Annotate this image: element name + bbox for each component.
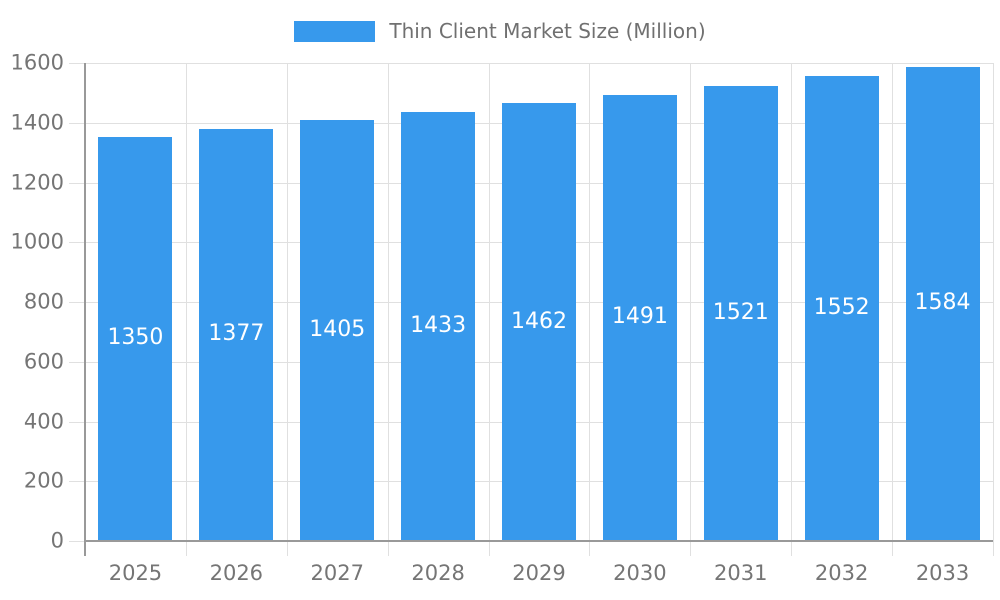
bar-2032: 1552 xyxy=(804,76,879,540)
y-tick-mark xyxy=(69,242,85,244)
bar-value-label: 1350 xyxy=(107,325,164,351)
bar-2028: 1433 xyxy=(401,111,476,540)
y-tick-mark xyxy=(69,182,85,184)
bar-2029: 1462 xyxy=(502,103,576,540)
y-tick-mark xyxy=(69,421,85,423)
bar-2030: 1491 xyxy=(602,94,677,540)
x-tick-mark xyxy=(286,541,288,556)
y-tick-label: 600 xyxy=(23,349,64,374)
x-tick-mark xyxy=(185,541,187,556)
y-tick-label: 1600 xyxy=(10,50,64,75)
plot-area: 0 200 400 600 800 1000 1200 1400 1600 1350 1377 140… xyxy=(11,52,994,584)
x-tick-mark xyxy=(589,541,591,556)
bar-2031: 1521 xyxy=(703,85,778,540)
y-tick-label: 1400 xyxy=(10,110,64,135)
bar-value-label: 1433 xyxy=(410,312,467,338)
x-tick-label: 2025 xyxy=(108,561,163,585)
gridline-horizontal xyxy=(85,63,993,64)
x-tick-mark xyxy=(488,541,490,556)
legend-swatch xyxy=(294,20,376,42)
bar-2027: 1405 xyxy=(300,120,375,540)
bar-value-label: 1552 xyxy=(813,295,870,321)
gridline-vertical xyxy=(488,63,490,541)
bar-value-label: 1405 xyxy=(309,317,366,343)
x-axis-line xyxy=(84,540,993,542)
y-tick-label: 1200 xyxy=(10,170,64,194)
x-tick-label: 2033 xyxy=(915,561,970,585)
gridline-vertical xyxy=(892,63,894,541)
y-tick-mark xyxy=(69,481,85,483)
x-tick-label: 2026 xyxy=(209,561,264,585)
gridline-vertical xyxy=(185,63,187,541)
y-tick-mark xyxy=(69,63,85,64)
y-tick-label: 200 xyxy=(23,468,64,493)
y-tick-mark xyxy=(69,541,85,542)
bar-value-label: 1491 xyxy=(611,304,668,330)
bar-value-label: 1521 xyxy=(712,299,769,325)
gridline-vertical xyxy=(387,63,389,541)
x-tick-mark xyxy=(690,541,692,556)
bar-value-label: 1377 xyxy=(208,321,265,347)
y-tick-label: 0 xyxy=(50,528,64,553)
y-tick-mark xyxy=(69,302,85,303)
legend: Thin Client Market Size (Million) xyxy=(0,18,1000,44)
bar-value-label: 1462 xyxy=(511,308,567,334)
x-tick-mark xyxy=(387,541,389,556)
gridline-vertical xyxy=(690,63,692,541)
gridline-vertical xyxy=(993,63,994,541)
x-tick-mark xyxy=(892,541,894,556)
gridline-vertical xyxy=(791,63,793,541)
x-tick-label: 2032 xyxy=(814,561,869,585)
x-tick-label: 2031 xyxy=(714,561,768,585)
x-tick-label: 2027 xyxy=(310,561,364,585)
y-tick-mark xyxy=(69,122,85,124)
bar-2033: 1584 xyxy=(905,66,980,540)
y-tick-label: 800 xyxy=(23,289,64,314)
y-axis-line xyxy=(84,63,86,556)
x-tick-mark xyxy=(993,541,994,556)
y-tick-mark xyxy=(69,361,85,363)
gridline-vertical xyxy=(589,63,591,541)
legend-label: Thin Client Market Size (Million) xyxy=(389,19,706,43)
y-tick-label: 1000 xyxy=(10,229,64,254)
y-tick-label: 400 xyxy=(23,409,64,433)
x-tick-label: 2030 xyxy=(613,561,667,585)
x-tick-label: 2028 xyxy=(411,561,465,585)
bar-value-label: 1584 xyxy=(914,290,971,316)
bar-2025: 1350 xyxy=(98,136,173,540)
x-tick-label: 2029 xyxy=(512,561,566,585)
x-tick-mark xyxy=(791,541,793,556)
gridline-vertical xyxy=(286,63,288,541)
bar-2026: 1377 xyxy=(199,128,274,540)
